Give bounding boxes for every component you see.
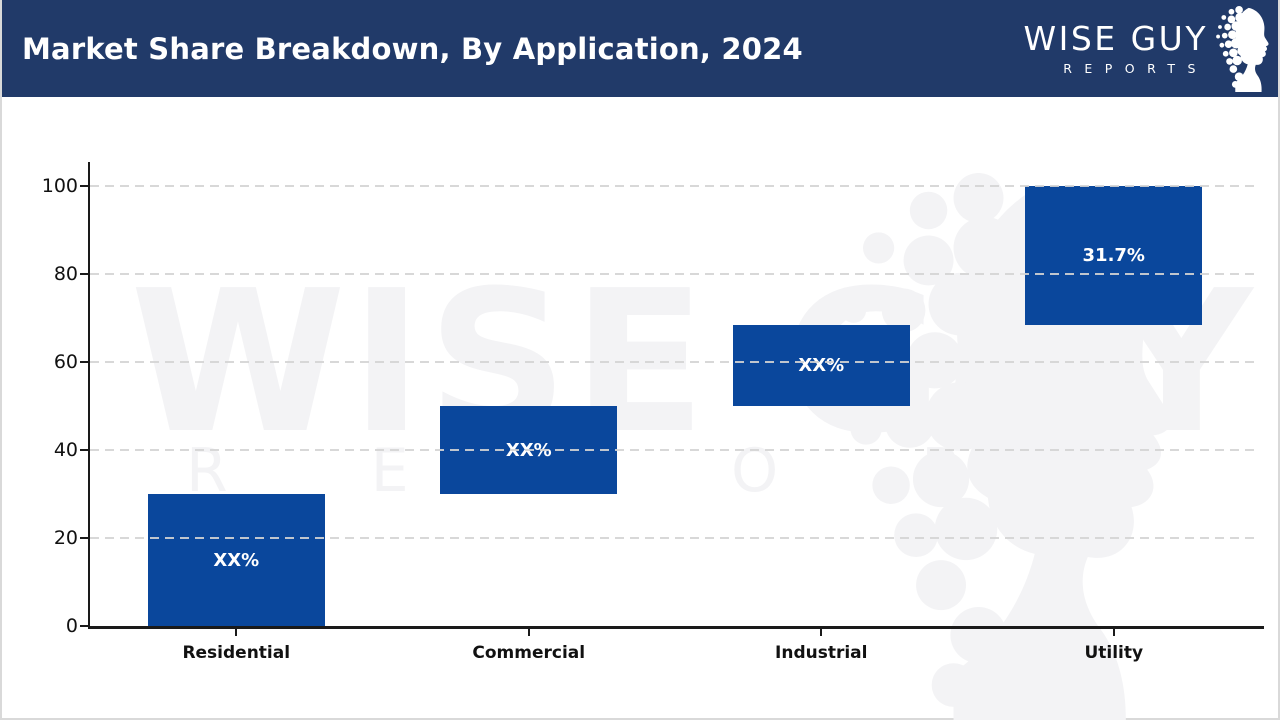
bar-value-label: XX% (798, 355, 845, 377)
x-tick-label-industrial: Industrial (775, 643, 868, 663)
x-tick-mark-utility (1112, 629, 1115, 636)
x-tick-mark-commercial (527, 629, 530, 636)
x-axis-spine (88, 626, 1264, 629)
y-tick-mark-100 (80, 185, 88, 187)
bar-utility: 31.7% (1025, 186, 1203, 326)
x-tick-label-commercial: Commercial (472, 643, 586, 663)
y-tick-label-80: 80 (53, 263, 78, 285)
y-tick-label-60: 60 (53, 351, 78, 373)
y-tick-label-100: 100 (41, 175, 78, 197)
logo-text: WISE GUY REPORTS (1023, 22, 1208, 76)
bar-industrial: XX% (732, 325, 910, 406)
x-tick-label-utility: Utility (1084, 643, 1144, 663)
header-bar: Market Share Breakdown, By Application, … (2, 0, 1278, 97)
gridline-y-60 (90, 361, 1260, 363)
y-tick-mark-40 (80, 449, 88, 451)
x-tick-mark-industrial (820, 629, 823, 636)
page-title: Market Share Breakdown, By Application, … (22, 31, 803, 66)
bar-value-label: XX% (505, 439, 552, 461)
y-tick-mark-20 (80, 537, 88, 539)
plot-area: XX% XX% XX% 31.7% (90, 185, 1260, 626)
y-tick-label-0: 0 (65, 615, 78, 637)
wise-guy-reports-logo: WISE GUY REPORTS (1023, 5, 1270, 93)
x-tick-mark-residential (235, 629, 238, 636)
bar-commercial: XX% (440, 406, 618, 494)
y-tick-mark-0 (80, 625, 88, 627)
logo-brand-sub: REPORTS (1063, 60, 1208, 76)
bar-value-label: 31.7% (1082, 245, 1145, 267)
gridline-y-40 (90, 449, 1260, 451)
logo-face-icon (1216, 6, 1269, 92)
y-tick-mark-60 (80, 361, 88, 363)
bar-residential: XX% (147, 494, 325, 626)
y-axis-spine (88, 162, 90, 628)
y-tick-label-20: 20 (53, 527, 78, 549)
logo-brand-name: WISE GUY (1023, 19, 1208, 59)
y-tick-mark-80 (80, 273, 88, 275)
bar-value-label: XX% (213, 549, 260, 571)
y-tick-label-40: 40 (53, 439, 78, 461)
x-tick-label-residential: Residential (182, 643, 291, 663)
